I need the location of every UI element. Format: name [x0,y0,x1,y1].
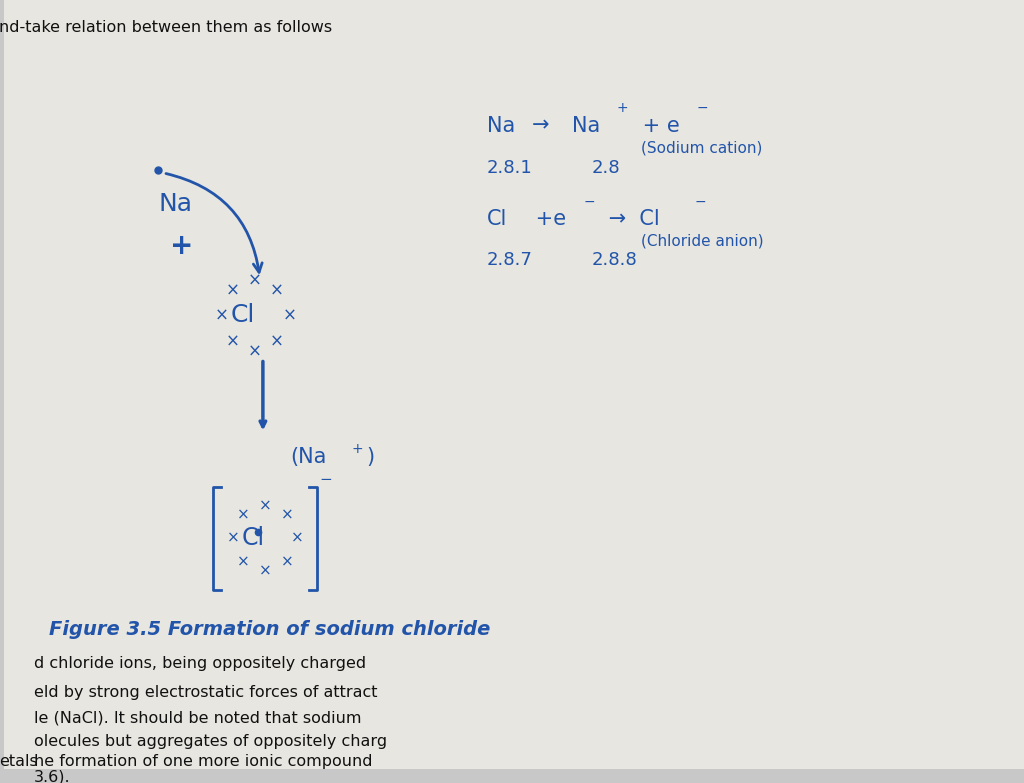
Text: ×: × [258,499,271,514]
Text: −: − [696,101,708,115]
Text: Cl: Cl [230,303,255,327]
Text: ×: × [226,282,240,300]
Text: ×: × [226,531,240,546]
Text: ×: × [281,554,293,569]
Text: +: + [351,442,364,456]
Text: ×: × [215,306,229,324]
Text: d chloride ions, being oppositely charged: d chloride ions, being oppositely charge… [34,655,366,671]
Text: ×: × [292,531,304,546]
Text: +: + [170,232,194,260]
Text: 2.8.1: 2.8.1 [487,159,532,177]
Text: 2.8.7: 2.8.7 [487,251,532,269]
Text: →  Cl: → Cl [602,209,659,229]
Text: Na: Na [571,116,600,135]
Text: ×: × [237,507,249,522]
Text: +e: +e [528,209,566,229]
Text: ×: × [270,282,284,300]
Text: −: − [584,194,595,208]
Text: (Na: (Na [290,447,327,467]
Text: ×: × [283,306,297,324]
Text: nd-take relation between them as follows: nd-take relation between them as follows [0,20,332,35]
Text: −: − [319,472,333,487]
Text: −: − [694,194,706,208]
Text: ×: × [270,333,284,351]
Text: Cl: Cl [487,209,508,229]
Text: (Sodium cation): (Sodium cation) [641,141,763,156]
Text: etals: etals [0,754,38,769]
Text: Figure 3.5 Formation of sodium chloride: Figure 3.5 Formation of sodium chloride [49,620,490,639]
Text: (Chloride anion): (Chloride anion) [641,233,764,248]
Text: ×: × [226,333,240,351]
Text: →: → [531,116,549,135]
Text: he formation of one more ionic compound: he formation of one more ionic compound [34,754,373,769]
Text: + e: + e [637,116,680,135]
Text: le (NaCl). It should be noted that sodium: le (NaCl). It should be noted that sodiu… [34,711,361,726]
Text: +: + [616,101,628,115]
Text: 2.8: 2.8 [592,159,621,177]
Text: ×: × [248,272,262,290]
Text: Cl: Cl [242,526,264,550]
Text: 2.8.8: 2.8.8 [592,251,637,269]
Text: 3.6).: 3.6). [34,770,71,783]
Text: olecules but aggregates of oppositely charg: olecules but aggregates of oppositely ch… [34,734,387,749]
Text: Na: Na [159,193,193,216]
Text: ×: × [237,554,249,569]
Text: ×: × [248,343,262,361]
Text: eld by strong electrostatic forces of attract: eld by strong electrostatic forces of at… [34,685,377,700]
Text: ×: × [258,563,271,579]
Text: Na: Na [487,116,515,135]
Polygon shape [4,0,1024,770]
Text: ×: × [281,507,293,522]
FancyArrowPatch shape [166,174,262,272]
Text: ): ) [367,447,375,467]
